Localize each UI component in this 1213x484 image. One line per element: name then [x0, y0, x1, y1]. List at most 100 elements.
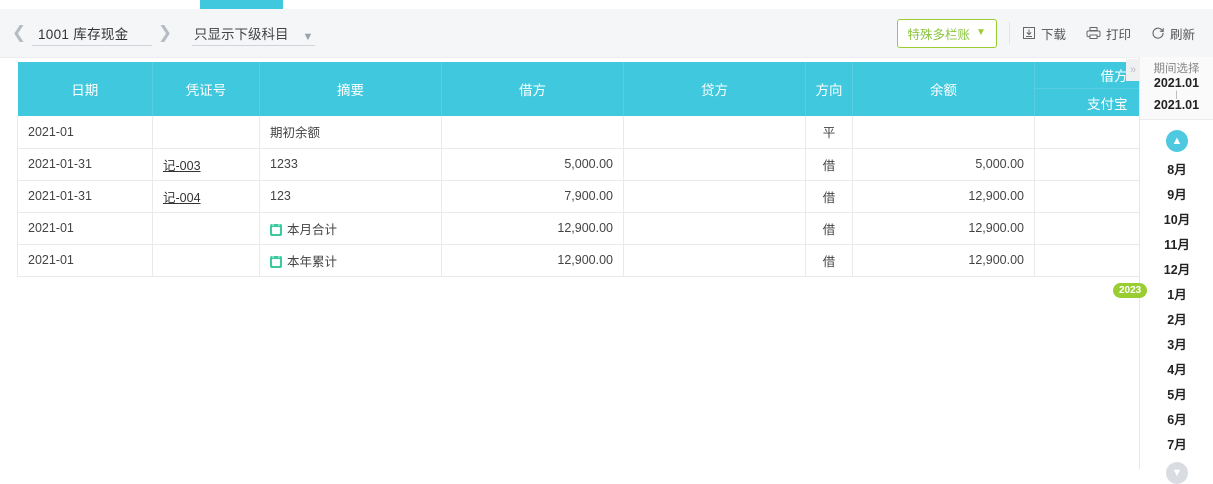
- subject-filter-select[interactable]: 只显示下级科目 ▼: [192, 20, 316, 46]
- month-item-wrap: 8月: [1141, 158, 1213, 183]
- ledger-table: 日期 凭证号 摘要 借方 贷方 方向 余额 借方 支付宝 2021-01 期初余额…: [17, 62, 1142, 277]
- cell-direction: 借: [805, 212, 853, 245]
- period-range-dash: |: [1175, 89, 1178, 99]
- cell-direction: 借: [805, 148, 853, 181]
- cell-balance: [852, 116, 1035, 149]
- account-selector[interactable]: 1001 库存现金: [32, 20, 152, 46]
- cell-debit: 12,900.00: [441, 244, 624, 277]
- cell-balance: 5,000.00: [852, 148, 1035, 181]
- chevron-double-right-icon[interactable]: »: [1126, 59, 1140, 81]
- cell-summary: 1233: [259, 148, 442, 181]
- cell-debit: 5,000.00: [441, 148, 624, 181]
- table-row[interactable]: 2021-01-31 记-004 123 7,900.00 借 12,900.00: [17, 180, 1142, 213]
- toolbar-divider: [1008, 22, 1010, 44]
- calendar-icon: [270, 255, 282, 268]
- period-selector-header[interactable]: 期间选择 2021.01 | 2021.01: [1140, 57, 1213, 120]
- period-range-end: 2021.01: [1153, 98, 1200, 112]
- download-button[interactable]: 下载: [1022, 24, 1066, 43]
- month-item[interactable]: 6月: [1167, 413, 1187, 427]
- month-item[interactable]: 5月: [1167, 388, 1187, 402]
- month-item-wrap: 10月: [1141, 208, 1213, 233]
- cell-credit: [623, 244, 806, 277]
- month-item[interactable]: 3月: [1167, 338, 1187, 352]
- chevron-right-icon[interactable]: ❯: [157, 23, 173, 42]
- chevron-down-icon: ▼: [302, 31, 314, 43]
- month-item-wrap: 3月: [1141, 333, 1213, 358]
- month-item[interactable]: 1月: [1167, 288, 1187, 302]
- cell-voucher: 记-004: [152, 180, 260, 213]
- cell-direction: 借: [805, 180, 853, 213]
- table-row[interactable]: 2021-01 本月合计 12,900.00 借 12,900.00: [17, 212, 1142, 245]
- refresh-button[interactable]: 刷新: [1151, 24, 1195, 43]
- col-header-alipay-group[interactable]: 借方 支付宝: [1034, 62, 1142, 116]
- cell-voucher: [152, 116, 260, 149]
- cell-debit: 12,900.00: [441, 212, 624, 245]
- cell-date: 2021-01: [17, 116, 153, 149]
- print-icon: [1086, 27, 1101, 39]
- toolbar: ❮ 1001 库存现金 ❯ 只显示下级科目 ▼ 特殊多栏账 ▼ 下载: [0, 9, 1213, 58]
- cell-direction: 借: [805, 244, 853, 277]
- cell-debit: 7,900.00: [441, 180, 624, 213]
- month-item[interactable]: 10月: [1163, 213, 1191, 227]
- col-header-debit[interactable]: 借方: [441, 62, 624, 116]
- tab-active-indicator[interactable]: [200, 0, 283, 9]
- refresh-label: 刷新: [1169, 27, 1195, 42]
- subject-filter-label: 只显示下级科目: [194, 27, 289, 42]
- cell-alipay: [1034, 212, 1142, 245]
- cell-credit: [623, 180, 806, 213]
- table-row[interactable]: 2021-01-31 记-003 1233 5,000.00 借 5,000.00: [17, 148, 1142, 181]
- voucher-link[interactable]: 记-003: [163, 158, 201, 173]
- col-header-alipay-debit: 借方: [1035, 62, 1142, 89]
- cell-credit: [623, 116, 806, 149]
- month-item[interactable]: 8月: [1167, 163, 1187, 177]
- col-header-date[interactable]: 日期: [17, 62, 153, 116]
- table-row[interactable]: 2021-01 本年累计 12,900.00 借 12,900.00: [17, 244, 1142, 277]
- month-item-wrap: 6月: [1141, 408, 1213, 433]
- cell-balance: 12,900.00: [852, 212, 1035, 245]
- chevron-down-icon: ▼: [976, 27, 986, 38]
- print-label: 打印: [1105, 27, 1131, 42]
- month-item[interactable]: 12月: [1163, 263, 1191, 277]
- period-range-start: 2021.01: [1153, 76, 1200, 90]
- month-item-wrap: 11月: [1141, 233, 1213, 258]
- month-item[interactable]: 9月: [1167, 188, 1187, 202]
- download-icon: [1022, 27, 1035, 39]
- table-body: 2021-01 期初余额平 2021-01-31 记-003 1233 5,000.00 借…: [17, 116, 1142, 277]
- cell-alipay: [1034, 180, 1142, 213]
- month-item-wrap: 9月: [1141, 183, 1213, 208]
- chevron-up-circle-icon[interactable]: ▲: [1166, 130, 1188, 152]
- month-item-wrap: 5月: [1141, 383, 1213, 408]
- chevron-left-icon[interactable]: ❮: [11, 23, 27, 42]
- cell-balance: 12,900.00: [852, 180, 1035, 213]
- period-selector-title: 期间选择: [1153, 63, 1200, 75]
- col-header-summary[interactable]: 摘要: [259, 62, 442, 116]
- col-header-balance[interactable]: 余额: [852, 62, 1035, 116]
- table-row[interactable]: 2021-01 期初余额 平: [17, 116, 1142, 149]
- chevron-down-circle-icon[interactable]: ▼: [1166, 462, 1188, 484]
- month-item[interactable]: 2月: [1167, 313, 1187, 327]
- cell-summary: 本月合计: [259, 212, 442, 245]
- toolbar-right-group: 特殊多栏账 ▼ 下载 打印 刷新: [896, 9, 1195, 57]
- print-button[interactable]: 打印: [1086, 24, 1131, 43]
- cell-voucher: [152, 244, 260, 277]
- month-item[interactable]: 4月: [1167, 363, 1187, 377]
- cell-date: 2021-01: [17, 244, 153, 277]
- cell-alipay: [1034, 116, 1142, 149]
- col-header-direction[interactable]: 方向: [805, 62, 853, 116]
- cell-summary: 本年累计: [259, 244, 442, 277]
- cell-direction: 平: [805, 116, 853, 149]
- calendar-icon: [270, 223, 282, 236]
- cell-voucher: [152, 212, 260, 245]
- tab-strip: [0, 0, 1213, 9]
- cell-balance: 12,900.00: [852, 244, 1035, 277]
- month-item[interactable]: 11月: [1164, 238, 1190, 252]
- month-item-wrap: 12月: [1141, 258, 1213, 283]
- cell-date: 2021-01: [17, 212, 153, 245]
- special-multi-column-button[interactable]: 特殊多栏账 ▼: [896, 18, 997, 48]
- col-header-voucher[interactable]: 凭证号: [152, 62, 260, 116]
- month-item[interactable]: 7月: [1167, 438, 1187, 452]
- voucher-link[interactable]: 记-004: [163, 190, 201, 205]
- col-header-credit[interactable]: 贷方: [623, 62, 806, 116]
- refresh-icon: [1152, 27, 1164, 39]
- month-item-wrap: 2023 1月: [1113, 283, 1213, 308]
